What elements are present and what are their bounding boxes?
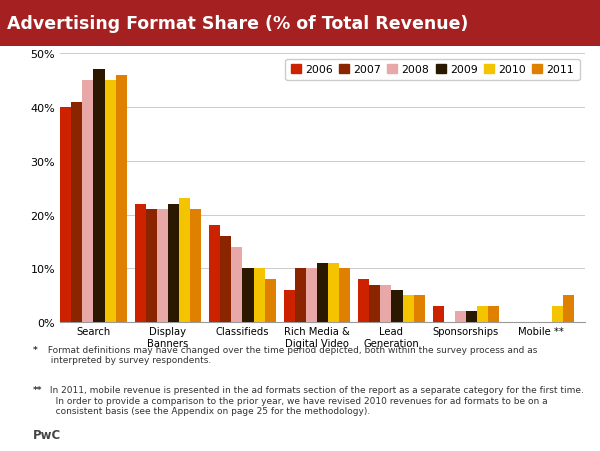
Bar [242,269,254,322]
Text: *: * [33,345,38,354]
Bar [94,70,104,322]
Bar [134,204,146,322]
Bar [455,312,466,322]
Bar [82,81,94,322]
Bar [265,280,276,322]
Bar [220,237,231,322]
Bar [231,247,242,322]
Text: PwC: PwC [33,428,61,441]
Bar [317,263,328,322]
Bar [403,296,414,322]
Bar [295,269,306,322]
Bar [306,269,317,322]
Bar [104,81,116,322]
Bar [116,76,127,322]
Bar [477,306,488,322]
Bar [179,199,190,322]
Text: Advertising Format Share (% of Total Revenue): Advertising Format Share (% of Total Rev… [7,15,469,32]
Bar [328,263,339,322]
Bar [146,210,157,322]
Bar [369,285,380,322]
Text: In 2011, mobile revenue is presented in the ad formats section of the report as : In 2011, mobile revenue is presented in … [47,386,584,415]
Bar [209,226,220,322]
Legend: 2006, 2007, 2008, 2009, 2010, 2011: 2006, 2007, 2008, 2009, 2010, 2011 [286,60,580,81]
Bar [71,102,82,322]
Bar [433,306,444,322]
Bar [157,210,168,322]
Bar [339,269,350,322]
Bar [284,290,295,322]
Text: **: ** [33,386,43,395]
Bar [563,296,574,322]
Bar [168,204,179,322]
Bar [380,285,391,322]
Bar [488,306,499,322]
Bar [391,290,403,322]
Bar [551,306,563,322]
Bar [190,210,201,322]
Bar [466,312,477,322]
Bar [358,280,369,322]
Bar [254,269,265,322]
Text: Format definitions may have changed over the time period depicted, both within t: Format definitions may have changed over… [45,345,538,364]
Bar [414,296,425,322]
Bar [60,108,71,322]
